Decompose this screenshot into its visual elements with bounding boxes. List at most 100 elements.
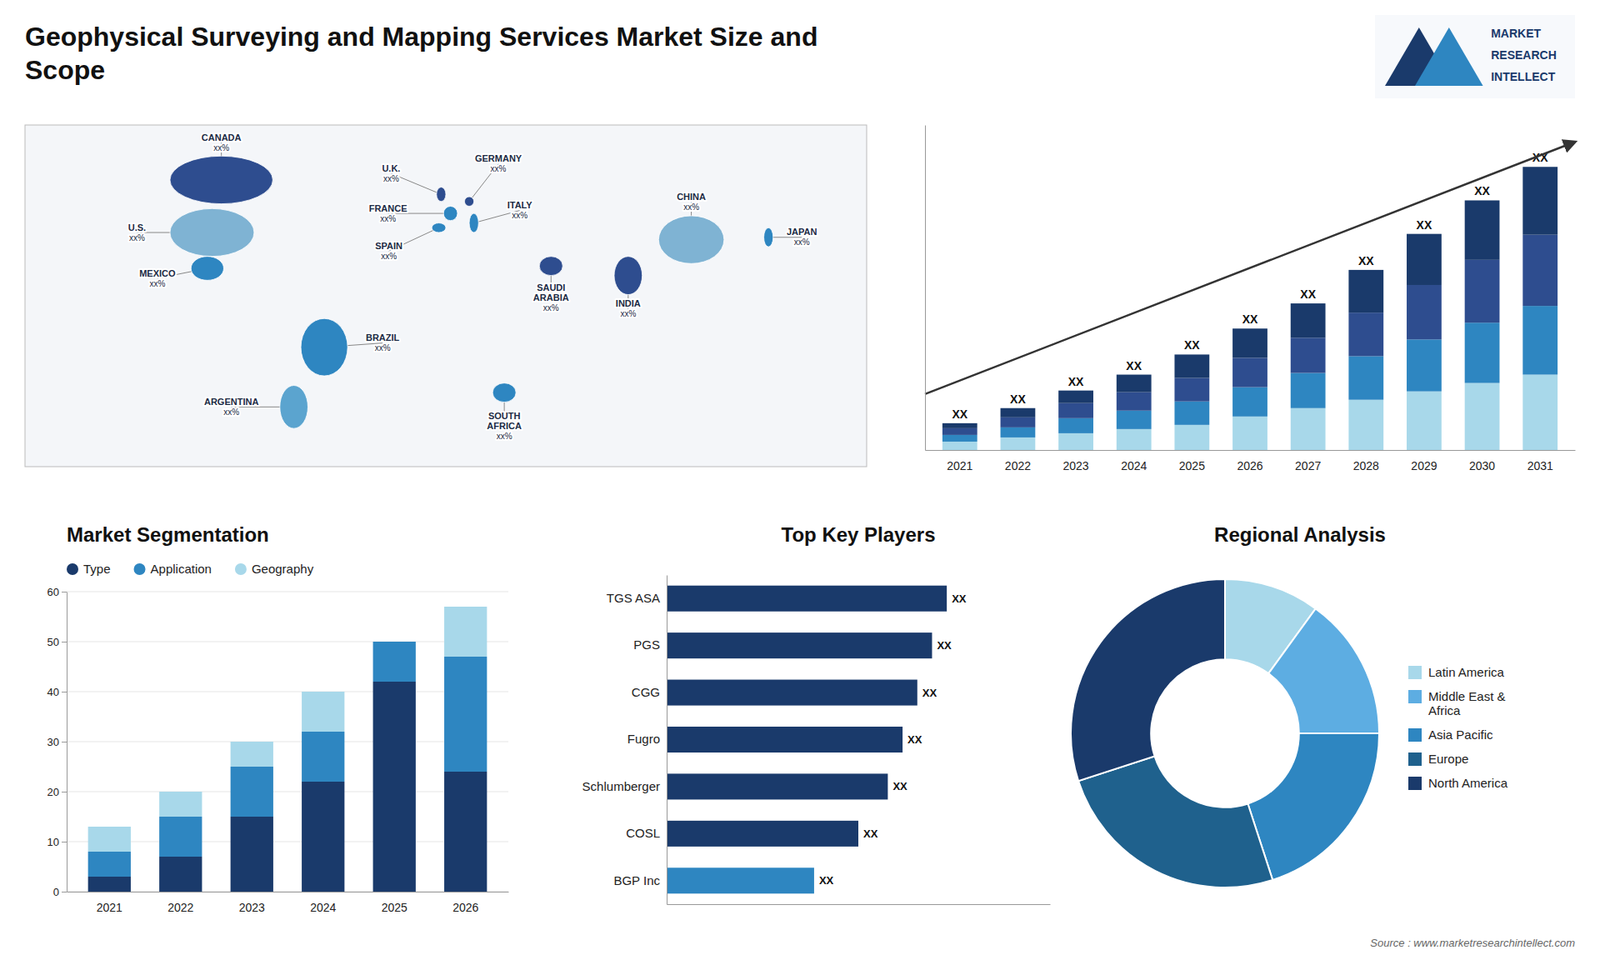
country-label: JAPANxx% — [786, 226, 818, 247]
tick-label: 2023 — [239, 900, 265, 915]
country-marker — [658, 215, 725, 264]
tick: Schlumberger — [582, 779, 660, 794]
bar-annotation: XX — [1125, 359, 1142, 373]
country-label: FRANCExx% — [369, 203, 408, 224]
legend-swatch — [1408, 752, 1422, 766]
legend-item: North America — [1408, 775, 1509, 790]
legend-label: Middle East &Africa — [1428, 689, 1506, 718]
country-marker — [190, 256, 224, 281]
legend-item: Application — [134, 561, 212, 576]
bar — [1000, 427, 1036, 438]
legend-item: Europe — [1408, 751, 1469, 766]
source-note: Source : www.marketresearchintellect.com — [1370, 936, 1575, 950]
bar — [1174, 378, 1210, 402]
tick: 20 — [47, 785, 67, 799]
tick: 60 — [47, 585, 67, 599]
bar-annotation: XX — [1358, 254, 1375, 268]
tick-label: 2022 — [167, 900, 194, 915]
legend-label: Geography — [251, 561, 315, 576]
country-marker — [764, 227, 774, 247]
tick: 2022 — [1005, 459, 1031, 473]
tick-mark — [61, 891, 67, 893]
bar-series — [88, 606, 488, 852]
axis-line — [667, 904, 1051, 905]
country-marker — [170, 208, 255, 256]
bar — [666, 585, 947, 612]
country-label: SAUDIARABIAxx% — [533, 282, 570, 313]
bar — [1116, 429, 1152, 450]
tick: 2023 — [1062, 459, 1089, 473]
bar-annotation: XX — [1068, 375, 1085, 389]
tick: 2024 — [310, 900, 336, 915]
bar — [444, 771, 487, 892]
bar-annotation: XX — [922, 686, 938, 700]
tick-label: BGP Inc — [613, 873, 660, 888]
tick: 2025 — [1179, 459, 1205, 473]
country-label: BRAZILxx% — [365, 332, 400, 353]
tick-label: 2028 — [1353, 459, 1380, 473]
tick: 2021 — [946, 459, 973, 473]
bar — [666, 773, 888, 800]
infographic: CANADAxx%U.S.xx%MEXICOxx%BRAZILxx%ARGENT… — [0, 0, 1600, 955]
bar — [230, 741, 274, 767]
bar-annotation: XX — [1184, 338, 1200, 352]
bar — [666, 680, 918, 706]
map-frame — [25, 125, 867, 467]
tick: 30 — [47, 735, 67, 749]
country-marker — [469, 213, 479, 233]
bar-annotations: XXXXXXXXXXXXXXXXXXXXXX — [951, 150, 1549, 421]
bar — [1522, 235, 1558, 306]
bar — [1000, 417, 1036, 428]
bar — [1465, 260, 1500, 323]
country-label: SPAINxx% — [375, 240, 403, 261]
bar — [1058, 433, 1094, 450]
bar — [1465, 383, 1500, 450]
y-axis — [925, 125, 926, 451]
tick-label: 2024 — [310, 900, 336, 915]
tick-label: 60 — [47, 585, 60, 599]
bar — [1522, 166, 1558, 235]
country-marker — [431, 223, 446, 233]
chart-title: Geophysical Surveying and Mapping Servic… — [25, 21, 818, 85]
tick-label: 20 — [47, 785, 60, 799]
bar — [942, 441, 978, 450]
bar — [1290, 408, 1326, 450]
country-label: MEXICOxx% — [139, 268, 176, 289]
logo: MARKETRESEARCHINTELLECT — [1375, 15, 1575, 99]
bar — [373, 641, 416, 682]
grid-line — [66, 641, 509, 643]
tick: 2025 — [381, 900, 408, 915]
bar — [1058, 403, 1094, 419]
tick: 2029 — [1410, 459, 1437, 473]
tick: Fugro — [627, 731, 660, 746]
bar — [1406, 285, 1442, 340]
tick: 2026 — [1236, 459, 1263, 473]
bar — [1116, 375, 1152, 393]
tick-label: 2022 — [1005, 459, 1031, 473]
tick: 2026 — [452, 900, 479, 915]
tick: 0 — [53, 885, 67, 899]
legend-label: Asia Pacific — [1428, 727, 1494, 742]
tick: 2023 — [239, 900, 265, 915]
tick: CGG — [631, 685, 660, 700]
axis-line — [66, 592, 68, 893]
y-axis: 0102030405060 — [47, 585, 68, 899]
country-label: SOUTHAFRICAxx% — [486, 410, 522, 441]
bar — [1174, 401, 1210, 425]
bar — [1116, 392, 1152, 411]
country-marker — [436, 187, 446, 202]
bar — [1232, 387, 1268, 417]
grid-line — [66, 841, 509, 843]
bar-annotation: XX — [1242, 312, 1259, 326]
chart-title: Top Key Players — [781, 523, 936, 546]
bar-annotation: XX — [1010, 392, 1026, 406]
bar — [1058, 390, 1094, 404]
bar — [1406, 391, 1442, 450]
slice — [1268, 608, 1380, 734]
bar — [942, 435, 978, 442]
legend-swatch — [1408, 776, 1422, 790]
country-label: U.K.xx% — [381, 163, 400, 184]
legend-label: Latin America — [1428, 665, 1505, 680]
bar — [666, 867, 815, 894]
tick-label: 2025 — [381, 900, 408, 915]
